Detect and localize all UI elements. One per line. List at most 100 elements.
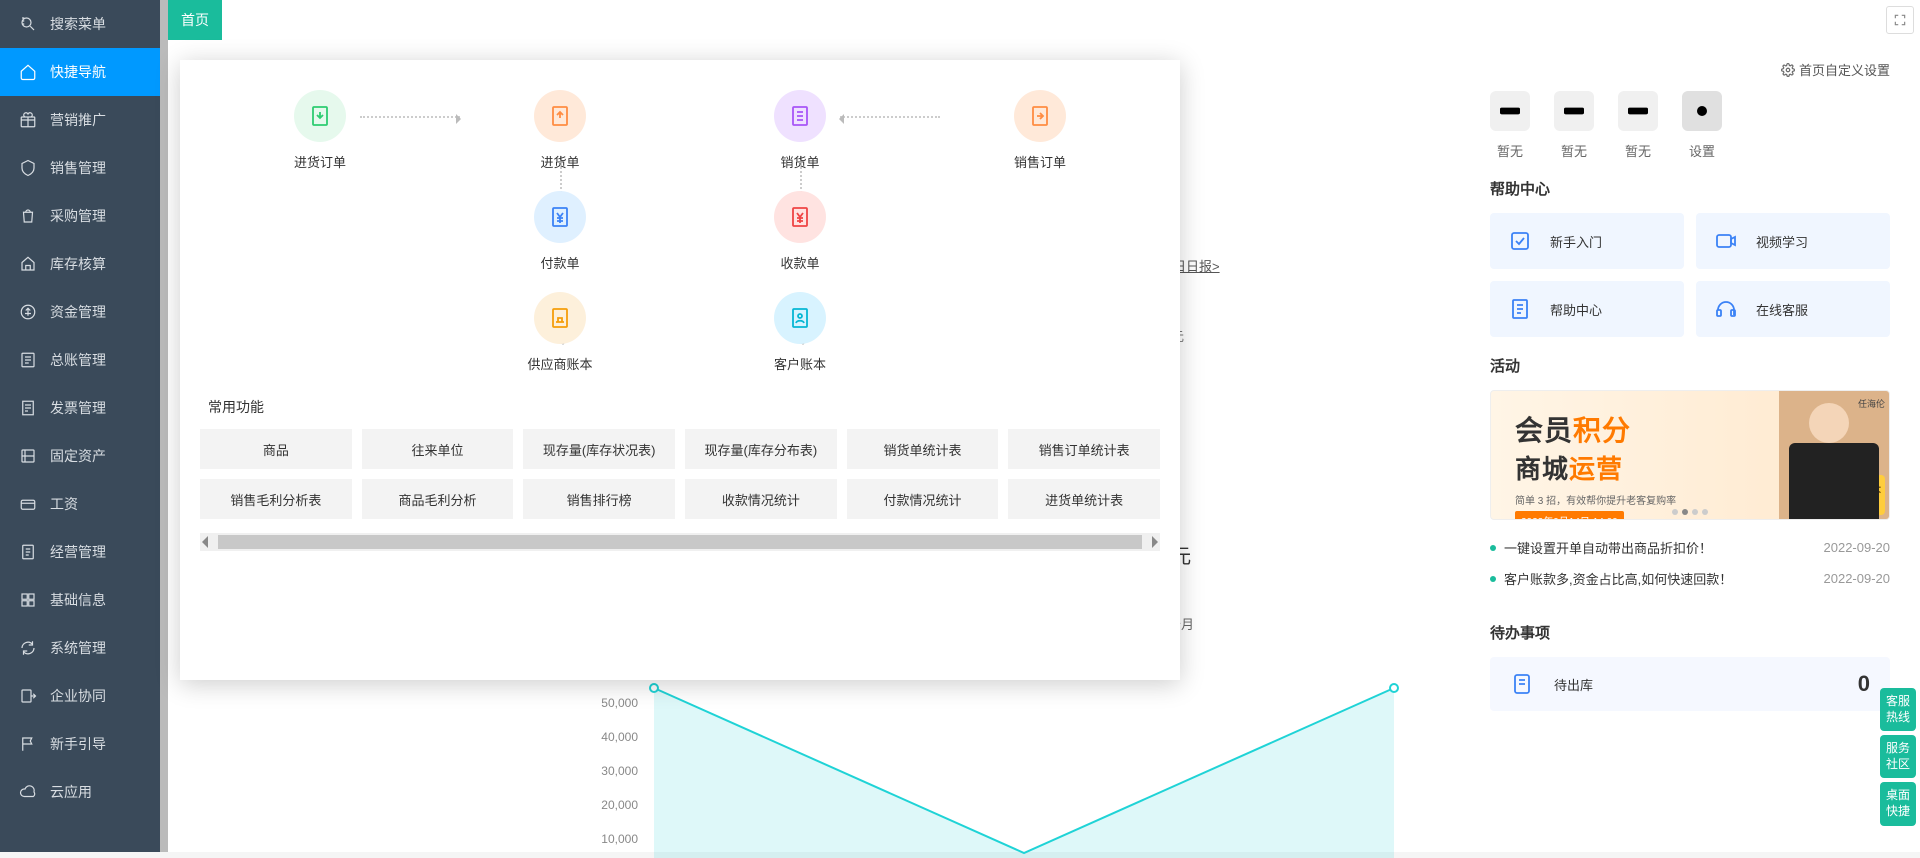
help-item-2[interactable]: 帮助中心 (1490, 281, 1684, 337)
news-item-0[interactable]: 一键设置开单自动带出商品折扣价！ 2022-09-20 (1490, 532, 1890, 563)
sidebar-item-5[interactable]: 库存核算 (0, 240, 168, 288)
sidebar-label: 销售管理 (50, 158, 106, 178)
sidebar-item-2[interactable]: 营销推广 (0, 96, 168, 144)
asset-icon (18, 446, 38, 466)
empty-slot-icon (1490, 91, 1530, 131)
sidebar-label: 发票管理 (50, 398, 106, 418)
popover-scrollbar[interactable] (200, 533, 1160, 551)
refresh-icon (18, 638, 38, 658)
video-icon (1712, 227, 1740, 255)
help-item-0[interactable]: 新手入门 (1490, 213, 1684, 269)
banner-person: 任海伦 管家婆大讲堂 (1779, 391, 1889, 519)
help-grid: 新手入门 视频学习帮助中心 在线客服 (1490, 213, 1890, 337)
shield-icon (18, 158, 38, 178)
invoice-icon (18, 398, 38, 418)
sidebar-item-11[interactable]: 经营管理 (0, 528, 168, 576)
common-btn-8[interactable]: 销售排行榜 (523, 479, 675, 519)
quick-slot-3[interactable]: 设置 (1682, 91, 1722, 160)
line-chart (644, 678, 1404, 858)
quick-slot-label: 暂无 (1497, 141, 1523, 160)
help-label: 视频学习 (1756, 232, 1808, 251)
tab-home[interactable]: 首页 (168, 0, 222, 40)
flow-进货单[interactable]: 进货单 (534, 90, 586, 171)
flow-销售订单[interactable]: 销售订单 (1014, 90, 1066, 171)
quick-slot-1[interactable]: 暂无 (1554, 91, 1594, 160)
home-icon (18, 62, 38, 82)
quick-slot-2[interactable]: 暂无 (1618, 91, 1658, 160)
sidebar-label: 总账管理 (50, 350, 106, 370)
news-text: 客户账款多,资金占比高,如何快速回款！ (1504, 569, 1732, 588)
float-tag-1[interactable]: 服务社区 (1880, 735, 1916, 778)
empty-slot-icon (1618, 91, 1658, 131)
quick-nav-popover: 进货订单进货单销货单销售订单付款单收款单供应商账本客户账本 常用功能 商品往来单… (180, 60, 1180, 680)
gift-icon (18, 110, 38, 130)
sidebar-item-7[interactable]: 总账管理 (0, 336, 168, 384)
help-label: 在线客服 (1756, 300, 1808, 319)
flow-进货订单[interactable]: 进货订单 (294, 90, 346, 171)
quick-slot-label: 暂无 (1625, 141, 1651, 160)
news-item-1[interactable]: 客户账款多,资金占比高,如何快速回款！ 2022-09-20 (1490, 563, 1890, 594)
flow-付款单[interactable]: 付款单 (534, 191, 586, 272)
ledger-icon (18, 350, 38, 370)
common-btn-9[interactable]: 收款情况统计 (685, 479, 837, 519)
quick-slot-label: 暂无 (1561, 141, 1587, 160)
float-tag-2[interactable]: 桌面快捷 (1880, 782, 1916, 825)
quick-slot-0[interactable]: 暂无 (1490, 91, 1530, 160)
common-btn-0[interactable]: 商品 (200, 429, 352, 469)
activity-panel: 活动 会员积分 商城运营 简单 3 招，有效帮你提升老客复购率 2022年9月1… (1490, 355, 1890, 594)
house-icon (18, 254, 38, 274)
common-btn-5[interactable]: 销售订单统计表 (1008, 429, 1160, 469)
flow-收款单[interactable]: 收款单 (774, 191, 826, 272)
coin-icon (18, 302, 38, 322)
sidebar-label: 固定资产 (50, 446, 106, 466)
common-btn-10[interactable]: 付款情况统计 (847, 479, 999, 519)
sidebar-label: 营销推广 (50, 110, 106, 130)
sidebar-item-16[interactable]: 云应用 (0, 768, 168, 816)
common-btn-7[interactable]: 商品毛利分析 (362, 479, 514, 519)
common-btn-11[interactable]: 进货单统计表 (1008, 479, 1160, 519)
flow-客户账本[interactable]: 客户账本 (774, 292, 826, 373)
right-column: 首页自定义设置 暂无 暂无 暂无 设置 帮助中心 新手入门 视频学习帮助中心 在线客服 活… (1490, 60, 1890, 711)
common-btn-6[interactable]: 销售毛利分析表 (200, 479, 352, 519)
sidebar-item-10[interactable]: 工资 (0, 480, 168, 528)
sidebar-item-9[interactable]: 固定资产 (0, 432, 168, 480)
sidebar-label: 库存核算 (50, 254, 106, 274)
sidebar-item-12[interactable]: 基础信息 (0, 576, 168, 624)
todo-item[interactable]: 待出库 0 (1490, 657, 1890, 711)
home-settings-link[interactable]: 首页自定义设置 (1490, 60, 1890, 79)
common-btn-3[interactable]: 现存量(库存分布表) (685, 429, 837, 469)
todo-count: 0 (1858, 671, 1870, 697)
cloud-icon (18, 782, 38, 802)
sidebar-item-13[interactable]: 系统管理 (0, 624, 168, 672)
sidebar-item-8[interactable]: 发票管理 (0, 384, 168, 432)
sidebar-item-4[interactable]: 采购管理 (0, 192, 168, 240)
fullscreen-button[interactable] (1886, 6, 1914, 34)
news-text: 一键设置开单自动带出商品折扣价！ (1504, 538, 1712, 557)
flow-供应商账本[interactable]: 供应商账本 (527, 292, 592, 373)
common-btn-4[interactable]: 销货单统计表 (847, 429, 999, 469)
flow-销货单[interactable]: 销货单 (774, 90, 826, 171)
todo-icon (1510, 672, 1534, 696)
float-tag-0[interactable]: 客服热线 (1880, 688, 1916, 731)
sidebar-item-0[interactable]: 搜索菜单 (0, 0, 168, 48)
quick-slot-label: 设置 (1689, 141, 1715, 160)
docout-icon (534, 90, 586, 142)
sidebar-label: 资金管理 (50, 302, 106, 322)
help-item-1[interactable]: 视频学习 (1696, 213, 1890, 269)
common-btn-2[interactable]: 现存量(库存状况表) (523, 429, 675, 469)
sidebar-item-1[interactable]: 快捷导航 (0, 48, 168, 96)
help-item-3[interactable]: 在线客服 (1696, 281, 1890, 337)
sidebar-item-3[interactable]: 销售管理 (0, 144, 168, 192)
sidebar-item-14[interactable]: 企业协同 (0, 672, 168, 720)
yen-icon (774, 191, 826, 243)
activity-banner[interactable]: 会员积分 商城运营 简单 3 招，有效帮你提升老客复购率 2022年9月14日 … (1490, 390, 1890, 520)
todo-panel: 待办事项 待出库 0 (1490, 622, 1890, 711)
sidebar-label: 基础信息 (50, 590, 106, 610)
sidebar-label: 新手引导 (50, 734, 106, 754)
news-date: 2022-09-20 (1824, 571, 1891, 586)
doclist-icon (774, 90, 826, 142)
sidebar-item-15[interactable]: 新手引导 (0, 720, 168, 768)
common-btn-1[interactable]: 往来单位 (362, 429, 514, 469)
news-date: 2022-09-20 (1824, 540, 1891, 555)
sidebar-item-6[interactable]: 资金管理 (0, 288, 168, 336)
